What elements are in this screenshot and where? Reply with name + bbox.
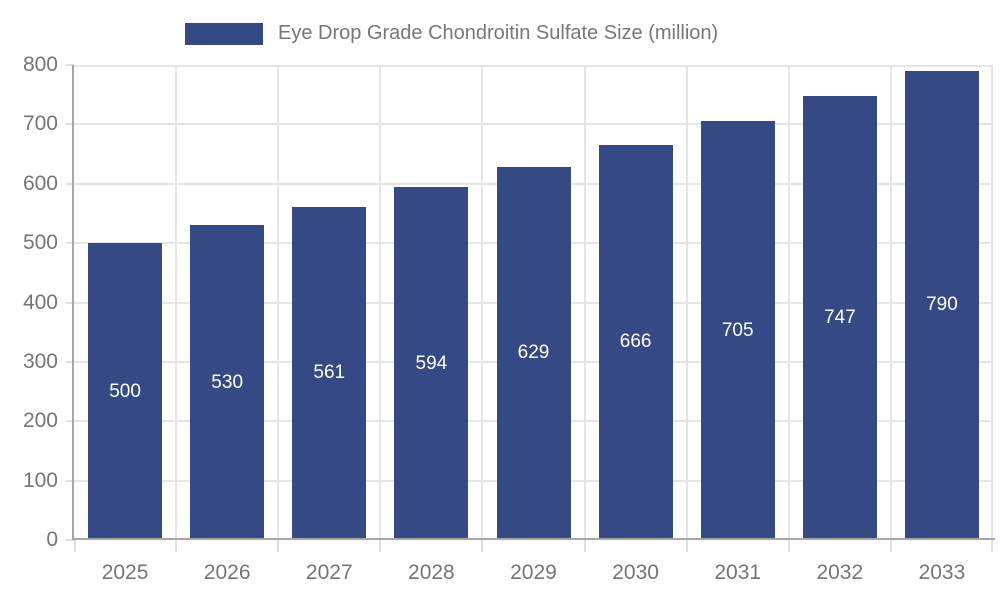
- x-gridline: [277, 65, 280, 540]
- bar-value-label: 666: [619, 331, 652, 353]
- x-gridline: [175, 65, 178, 540]
- x-gridline: [583, 65, 586, 540]
- x-gridline: [379, 65, 382, 540]
- x-tick-label: 2029: [510, 561, 557, 584]
- bar-value-label: 747: [823, 307, 856, 329]
- y-tick-label: 300: [22, 349, 58, 373]
- x-axis-tick: [991, 540, 993, 552]
- bar: 747: [802, 96, 877, 540]
- bar-value-label: 790: [926, 294, 958, 316]
- bar-value-label: 594: [415, 352, 448, 374]
- y-axis-tick: [66, 360, 74, 363]
- x-tick-label: 2030: [612, 561, 659, 584]
- bar-value-label: 629: [517, 342, 550, 364]
- y-axis-tick: [66, 123, 74, 126]
- y-axis-tick: [66, 420, 74, 423]
- y-tick-label: 600: [22, 171, 58, 195]
- bar: 629: [496, 166, 571, 540]
- y-tick-label: 100: [22, 468, 58, 492]
- plot-area: 0 100 200 300 400 500 600 700 800 500 2025 530 2026 5…: [23, 53, 995, 584]
- y-axis-tick: [66, 182, 74, 185]
- x-tick-label: 2025: [101, 561, 149, 584]
- x-axis-tick: [889, 540, 892, 552]
- bar: 530: [190, 225, 265, 540]
- legend-label: Eye Drop Grade Chondroitin Sulfate Size …: [278, 22, 719, 44]
- bar: 705: [700, 121, 775, 540]
- bar: 594: [394, 187, 469, 540]
- x-axis-tick: [379, 540, 382, 552]
- bar-value-label: 530: [211, 371, 244, 393]
- x-tick-label: 2031: [714, 561, 762, 584]
- x-axis-tick: [583, 540, 586, 552]
- y-tick-label: 700: [22, 112, 58, 136]
- bar: 790: [904, 70, 979, 540]
- legend: Eye Drop Grade Chondroitin Sulfate Size …: [185, 22, 718, 45]
- x-gridline: [991, 65, 993, 540]
- y-axis-tick: [66, 242, 74, 245]
- x-axis-line: [72, 538, 995, 540]
- y-tick-label: 0: [46, 528, 58, 551]
- y-axis-tick: [66, 301, 74, 304]
- y-tick-label: 400: [22, 290, 58, 314]
- x-gridline: [481, 65, 484, 540]
- y-gridline: [74, 65, 993, 67]
- y-axis-line: [72, 65, 74, 540]
- bar-value-label: 705: [721, 319, 754, 341]
- x-axis-tick: [175, 540, 178, 552]
- y-gridline: [74, 123, 993, 126]
- x-gridline: [889, 65, 892, 540]
- x-tick-label: 2026: [203, 561, 251, 584]
- bar: 561: [292, 206, 367, 540]
- x-tick-label: 2032: [816, 561, 864, 584]
- bar-value-label: 500: [109, 380, 141, 402]
- x-tick-label: 2027: [305, 561, 353, 584]
- y-tick-label: 200: [22, 409, 58, 433]
- x-gridline: [787, 65, 790, 540]
- y-tick-label: 500: [22, 231, 58, 255]
- x-tick-label: 2033: [918, 561, 966, 584]
- x-gridline: [685, 65, 688, 540]
- y-axis-tick: [66, 539, 74, 541]
- x-axis-tick: [74, 540, 76, 552]
- x-axis-tick: [787, 540, 790, 552]
- bar: 500: [88, 243, 163, 540]
- x-axis-tick: [481, 540, 484, 552]
- y-axis-tick: [66, 479, 74, 482]
- y-axis-tick: [66, 64, 74, 66]
- x-tick-label: 2028: [408, 561, 455, 584]
- x-axis-tick: [277, 540, 280, 552]
- legend-swatch: [185, 22, 263, 45]
- y-tick-label: 800: [22, 53, 58, 76]
- bar-value-label: 561: [313, 362, 346, 384]
- x-axis-tick: [685, 540, 688, 552]
- bar: 666: [598, 144, 673, 540]
